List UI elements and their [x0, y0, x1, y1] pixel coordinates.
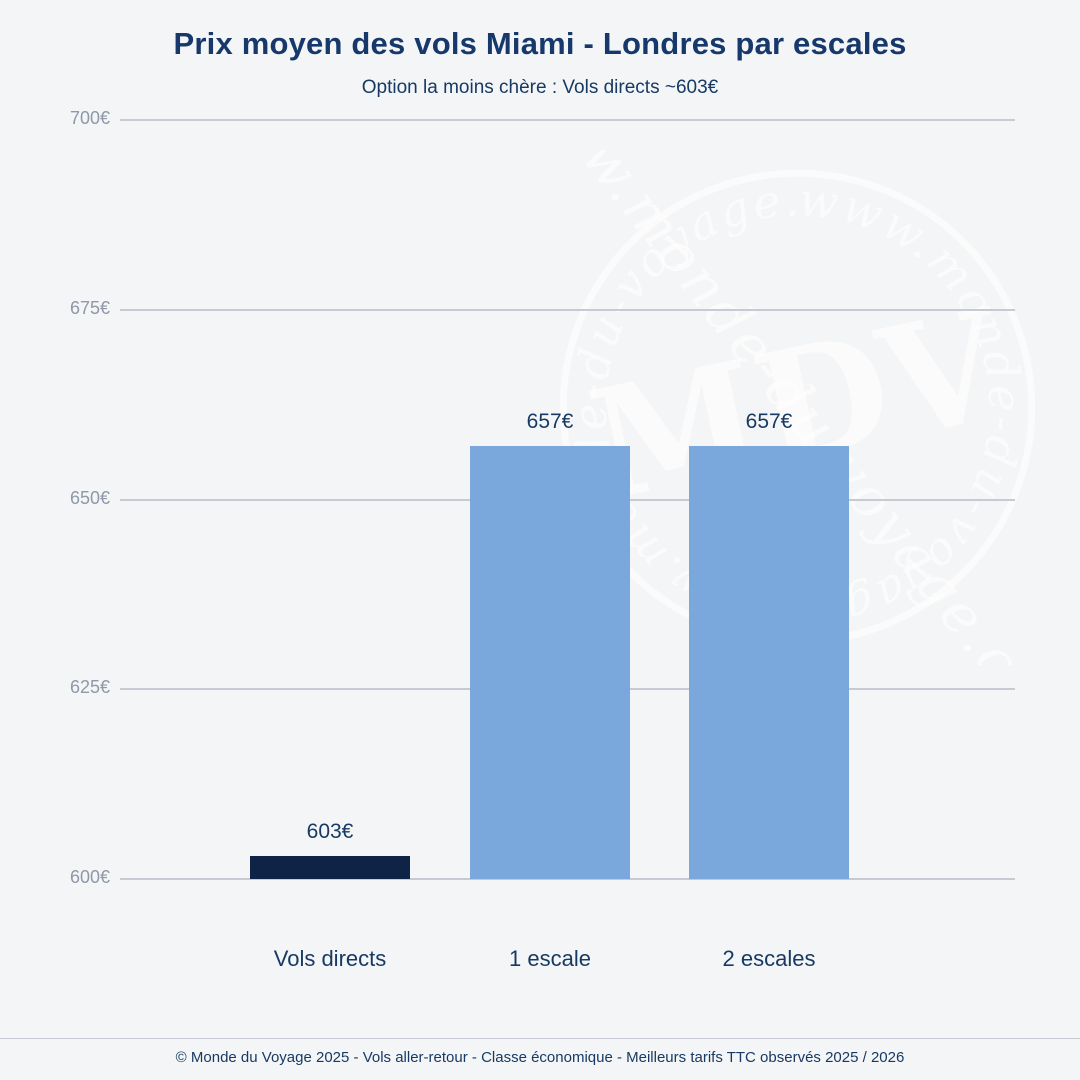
- y-axis-tick-label: 600€: [69, 867, 110, 887]
- x-axis-category-label: Vols directs: [273, 946, 387, 971]
- bar-1-escale: [470, 446, 630, 879]
- x-axis-category-label: 1 escale: [509, 946, 591, 971]
- bar-value-label: 657€: [526, 410, 574, 434]
- bar-value-label: 657€: [745, 410, 793, 434]
- chart-title: Prix moyen des vols Miami - Londres par …: [173, 26, 907, 61]
- bar-2-escales: [689, 446, 849, 879]
- bar-value-label: 603€: [306, 820, 354, 844]
- footer-caption: © Monde du Voyage 2025 - Vols aller-reto…: [175, 1049, 905, 1066]
- chart-subtitle: Option la moins chère : Vols directs ~60…: [361, 77, 719, 98]
- gridline: [120, 119, 1015, 121]
- gridline: [120, 308, 1015, 311]
- footer-divider: [0, 1038, 1080, 1039]
- y-axis-tick-label: 700€: [69, 108, 110, 128]
- y-axis-tick-label: 675€: [69, 297, 110, 318]
- bar-vols-directs: [250, 856, 410, 879]
- y-axis-tick-label: 650€: [69, 487, 110, 508]
- gridline: [120, 878, 1015, 880]
- x-axis-category-label: 2 escales: [722, 946, 816, 971]
- y-axis-tick-label: 625€: [69, 677, 110, 698]
